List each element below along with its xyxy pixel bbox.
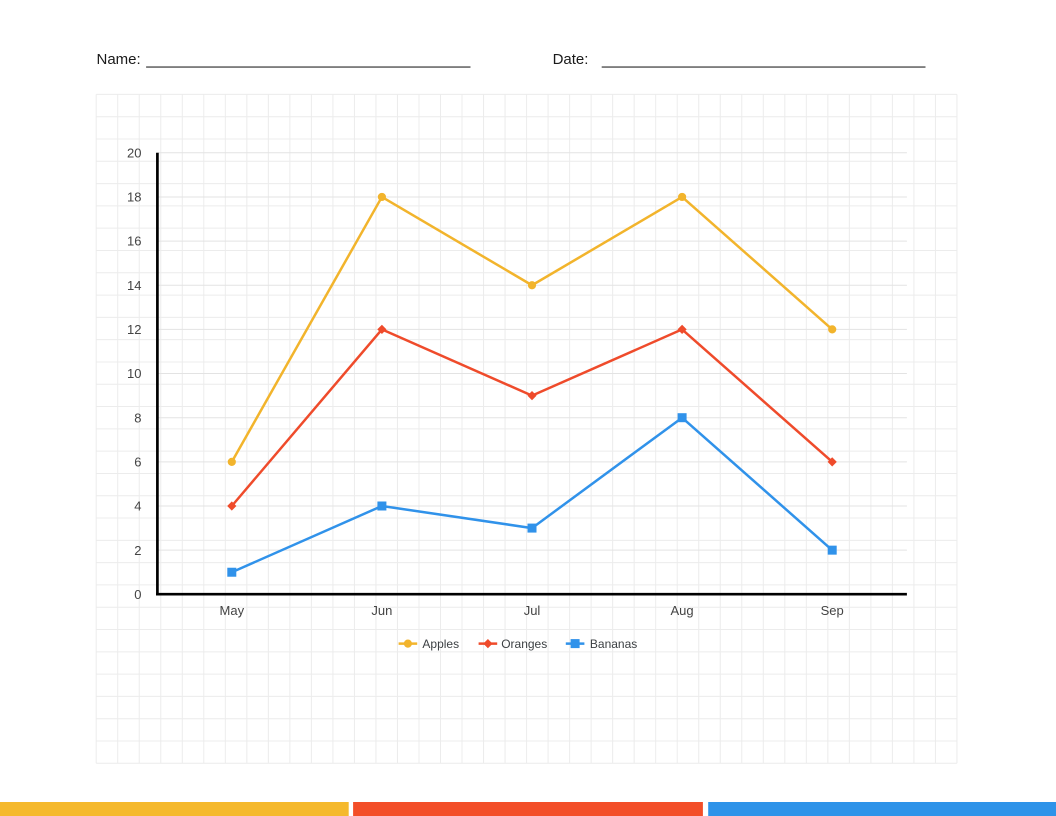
svg-text:8: 8	[134, 410, 141, 425]
svg-text:20: 20	[127, 145, 141, 160]
svg-text:Name:: Name:	[97, 51, 141, 68]
svg-text:14: 14	[127, 278, 141, 293]
svg-text:Jul: Jul	[524, 603, 541, 618]
svg-text:Bananas: Bananas	[590, 637, 637, 651]
svg-text:12: 12	[127, 322, 141, 337]
svg-text:4: 4	[134, 499, 141, 514]
svg-text:Aug: Aug	[671, 603, 694, 618]
svg-text:0: 0	[134, 587, 141, 602]
svg-text:16: 16	[127, 234, 141, 249]
svg-text:Jun: Jun	[371, 603, 392, 618]
svg-text:2: 2	[134, 543, 141, 558]
svg-text:18: 18	[127, 190, 141, 205]
svg-text:10: 10	[127, 366, 141, 381]
svg-text:May: May	[220, 603, 245, 618]
svg-text:Apples: Apples	[422, 637, 459, 651]
svg-text:6: 6	[134, 454, 141, 469]
svg-text:Sep: Sep	[821, 603, 844, 618]
svg-text:Oranges: Oranges	[501, 637, 547, 651]
svg-text:Date:: Date:	[553, 51, 589, 68]
